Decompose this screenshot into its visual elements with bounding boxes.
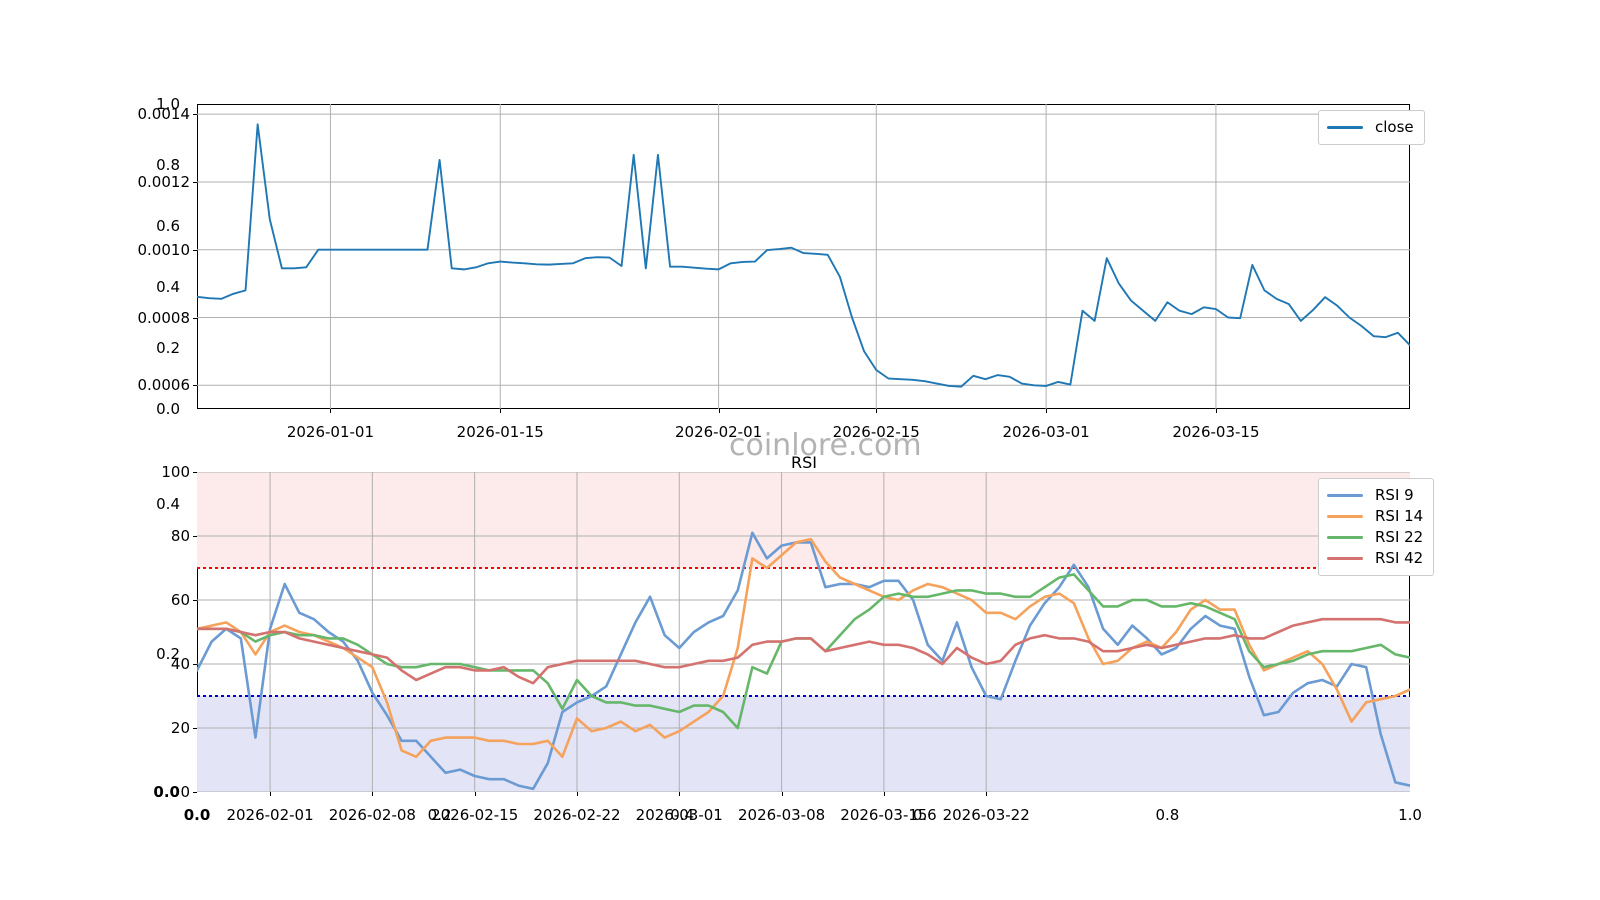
rsi-x-tick-mark <box>782 792 783 796</box>
price-y-tick-mark <box>193 318 197 319</box>
rsi-x-tick-mark <box>884 792 885 796</box>
price-y-tick-label: 0.0014 <box>137 105 191 124</box>
legend-color-swatch <box>1327 557 1363 560</box>
price-x-tick-label: 2026-03-15 <box>1172 423 1260 441</box>
price-x-tick-label: 2026-02-01 <box>674 423 763 441</box>
rsi-y-tick-mark <box>193 536 197 537</box>
rsi-x-tick-label: 2026-03-15 <box>840 806 928 824</box>
price-x-tick-label: 2026-03-01 <box>1002 423 1090 441</box>
price-y-tick-secondary-label: 0.6 <box>156 217 180 235</box>
rsi-x-tick-mark <box>679 792 680 796</box>
rsi-y-tick-mark <box>193 600 197 601</box>
price-y-tick-label: 0.0010 <box>137 240 191 259</box>
legend-label: RSI 9 <box>1375 486 1414 504</box>
rsi-x-tick-label: 2026-02-08 <box>328 806 416 824</box>
price-y-tick-secondary-label: 0.4 <box>156 278 180 296</box>
price-x-tick-mark <box>500 409 501 413</box>
rsi-x-tick-label: 2026-03-22 <box>942 806 1030 824</box>
price-y-tick-secondary-label: 0.0 <box>156 400 180 418</box>
rsi-x-tick-mark <box>475 792 476 796</box>
rsi-x-tick-label: 2026-02-15 <box>431 806 519 824</box>
price-legend: close <box>1318 110 1425 145</box>
rsi-y-tick-mark <box>193 664 197 665</box>
price-y-tick-secondary-label: 0.8 <box>156 156 180 174</box>
rsi-x-tick-label: 2026-02-01 <box>226 806 314 824</box>
rsi-legend: RSI 9 RSI 14 RSI 22 RSI 42 <box>1318 478 1435 576</box>
rsi-x-tick-label: 2026-03-08 <box>737 806 826 824</box>
rsi-x-tick-mark <box>372 792 373 796</box>
rsi-y-tick-secondary-label: 0.0 <box>153 783 180 801</box>
price-y-tick-mark <box>193 250 197 251</box>
price-x-tick-mark <box>1216 409 1217 413</box>
price-y-tick-secondary-label: 0.2 <box>156 339 180 357</box>
rsi-y-tick-secondary-label: 0.4 <box>156 495 180 513</box>
price-y-tick-mark <box>193 385 197 386</box>
legend-label: RSI 42 <box>1375 549 1424 567</box>
rsi-x-tick-label: 2026-02-22 <box>533 806 621 824</box>
price-x-tick-mark <box>330 409 331 413</box>
price-y-tick-label: 0.0008 <box>137 308 191 327</box>
price-x-tick-mark <box>719 409 720 413</box>
rsi-y-tick-label: 0 <box>180 783 190 801</box>
rsi-y-tick-mark <box>193 472 197 473</box>
price-x-tick-mark <box>876 409 877 413</box>
rsi-y-tick-secondary-label: 0.2 <box>156 645 180 664</box>
legend-label: RSI 14 <box>1375 507 1424 525</box>
rsi-x-tick-secondary-label: 0.8 <box>1155 806 1180 824</box>
price-y-tick-label: 0.0012 <box>137 172 191 191</box>
price-y-tick-mark <box>193 182 197 183</box>
legend-color-swatch <box>1327 536 1363 539</box>
price-series-canvas <box>197 104 1410 409</box>
rsi-x-tick-secondary-label: 0.2 <box>427 806 452 824</box>
price-plot-area <box>197 104 1410 409</box>
legend-item[interactable]: close <box>1327 117 1414 138</box>
legend-item[interactable]: RSI 9 <box>1327 485 1423 506</box>
rsi-y-tick-mark <box>193 728 197 729</box>
price-x-tick-label: 2026-01-01 <box>286 423 375 441</box>
legend-item[interactable]: RSI 22 <box>1327 527 1423 548</box>
rsi-x-tick-mark <box>270 792 271 796</box>
price-x-tick-label: 2026-02-15 <box>832 423 920 441</box>
rsi-x-tick-label: 2026-03-01 <box>635 806 723 824</box>
rsi-y-tick-label: 20 <box>170 719 190 737</box>
rsi-series-canvas <box>197 472 1410 792</box>
rsi-panel-title: RSI <box>791 453 817 472</box>
legend-color-swatch <box>1327 126 1363 129</box>
rsi-y-tick-label: 100 <box>161 463 190 481</box>
price-y-tick-mark <box>193 114 197 115</box>
legend-label: RSI 22 <box>1375 528 1424 546</box>
legend-color-swatch <box>1327 494 1363 497</box>
legend-item[interactable]: RSI 42 <box>1327 548 1423 569</box>
price-x-tick-mark <box>1046 409 1047 413</box>
rsi-x-tick-secondary-label: 0.0 <box>183 806 211 824</box>
legend-label: close <box>1375 118 1414 136</box>
rsi-y-tick-label: 80 <box>170 527 190 545</box>
rsi-x-tick-mark <box>986 792 987 796</box>
rsi-x-tick-mark <box>577 792 578 796</box>
legend-item[interactable]: RSI 14 <box>1327 506 1423 527</box>
watermark: coinlore.com <box>729 428 922 463</box>
legend-color-swatch <box>1327 515 1363 518</box>
price-y-tick-secondary-label: 1.0 <box>156 95 180 113</box>
price-x-tick-label: 2026-01-15 <box>456 423 544 441</box>
rsi-y-tick-mark <box>193 792 197 793</box>
rsi-x-tick-secondary-label: 1.0 <box>1398 806 1422 824</box>
rsi-x-tick-secondary-label: 0.6 <box>912 806 937 824</box>
price-y-tick-label: 0.0006 <box>137 376 191 395</box>
rsi-x-tick-secondary-label: 0.4 <box>670 806 695 824</box>
rsi-y-tick-label: 40 <box>170 655 190 673</box>
price-chart-panel: close 0.0014 0.0012 0.0010 0.0008 0.0006 1.0 0… <box>137 95 1425 441</box>
rsi-y-tick-label: 60 <box>170 591 190 609</box>
